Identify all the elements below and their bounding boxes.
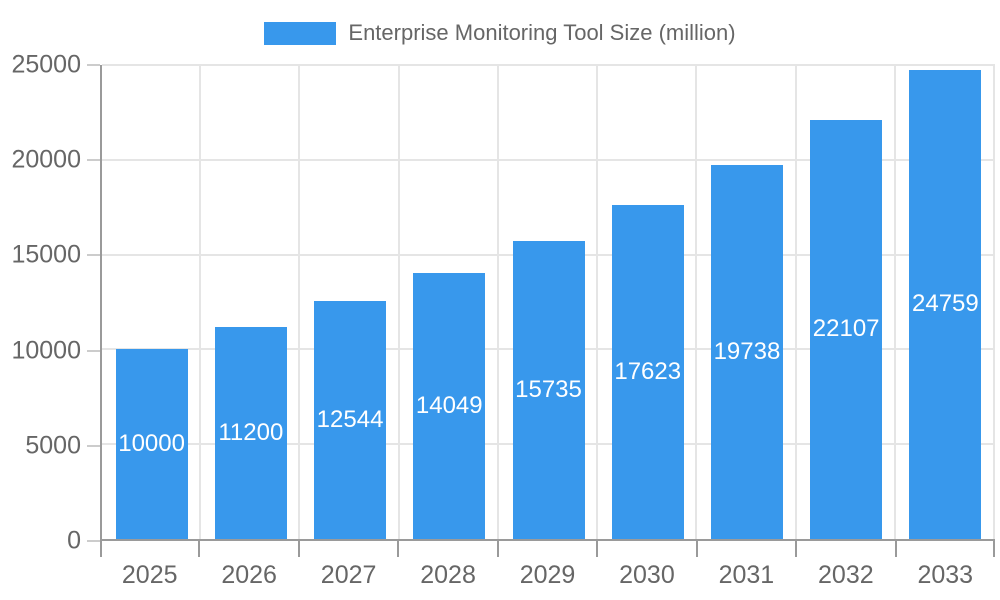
x-gridline (893, 65, 896, 539)
x-tick-mark (894, 541, 897, 557)
legend-swatch-icon (264, 21, 337, 45)
x-tick-label: 2029 (519, 561, 576, 589)
y-gridline (102, 64, 995, 66)
x-gridline (794, 65, 797, 539)
x-tick-mark (496, 541, 499, 557)
y-tick-mark (87, 254, 100, 257)
bar-value-label: 15735 (515, 375, 582, 403)
x-tick-mark (198, 541, 201, 557)
x-tick-mark (695, 541, 698, 557)
x-gridline (993, 65, 995, 539)
y-tick-mark (87, 540, 100, 542)
bar-value-label: 10000 (118, 430, 185, 458)
bar-value-label: 17623 (614, 357, 682, 385)
bar-2033[interactable]: 24759 (909, 69, 982, 539)
x-tick-mark (397, 541, 400, 557)
x-tick-label: 2030 (619, 561, 675, 589)
y-tick-mark (87, 444, 100, 447)
bar-2031[interactable]: 19738 (710, 164, 783, 539)
bar-2027[interactable]: 12544 (314, 301, 387, 539)
x-tick-label: 2028 (420, 561, 476, 589)
bar-2030[interactable]: 17623 (611, 204, 684, 539)
bar-2032[interactable]: 22107 (810, 119, 883, 539)
bar-2028[interactable]: 14049 (413, 272, 486, 539)
chart-legend[interactable]: Enterprise Monitoring Tool Size (million… (0, 18, 1000, 48)
x-tick-label: 2033 (917, 561, 974, 589)
bar-value-label: 22107 (812, 315, 880, 343)
x-axis: 2025 2026 2027 2028 2029 2030 2031 2032 2033 (100, 541, 995, 600)
x-gridline (596, 65, 599, 539)
bar-2025[interactable]: 10000 (115, 349, 188, 539)
y-tick-mark (87, 349, 100, 352)
bar-value-label: 24759 (912, 290, 979, 318)
legend-label: Enterprise Monitoring Tool Size (million… (348, 20, 736, 45)
x-gridline (695, 65, 698, 539)
bar-2026[interactable]: 11200 (214, 326, 287, 539)
x-tick-label: 2026 (221, 561, 277, 589)
y-tick-label: 5000 (25, 431, 81, 460)
x-gridline (496, 65, 499, 539)
bar-value-label: 14049 (415, 391, 483, 419)
x-tick-mark (993, 541, 995, 557)
x-tick-mark (596, 541, 599, 557)
y-tick-label: 0 (67, 526, 81, 555)
x-gridline (199, 65, 202, 539)
y-tick-label: 20000 (11, 145, 81, 174)
y-tick-label: 10000 (11, 336, 81, 365)
y-tick-mark (87, 159, 100, 162)
x-tick-label: 2027 (320, 561, 377, 589)
x-tick-label: 2025 (121, 561, 178, 589)
bar-value-label: 12544 (316, 406, 384, 434)
x-gridline (298, 65, 301, 539)
bar-2029[interactable]: 15735 (512, 240, 585, 539)
bar-value-label: 11200 (218, 418, 284, 446)
x-tick-label: 2031 (718, 561, 775, 589)
x-tick-mark (100, 541, 102, 557)
y-tick-label: 25000 (11, 50, 81, 79)
y-tick-mark (87, 64, 100, 66)
bar-value-label: 19738 (713, 337, 781, 365)
x-tick-mark (795, 541, 798, 557)
x-gridline (397, 65, 400, 539)
x-tick-mark (297, 541, 300, 557)
y-axis: 0 5000 10000 15000 20000 25000 (0, 51, 100, 555)
y-gridline (102, 158, 995, 161)
y-tick-label: 15000 (11, 240, 81, 269)
x-tick-label: 2032 (818, 561, 874, 589)
plot-area: 10000 11200 12544 14049 15735 17623 19738 22107… (100, 64, 995, 541)
